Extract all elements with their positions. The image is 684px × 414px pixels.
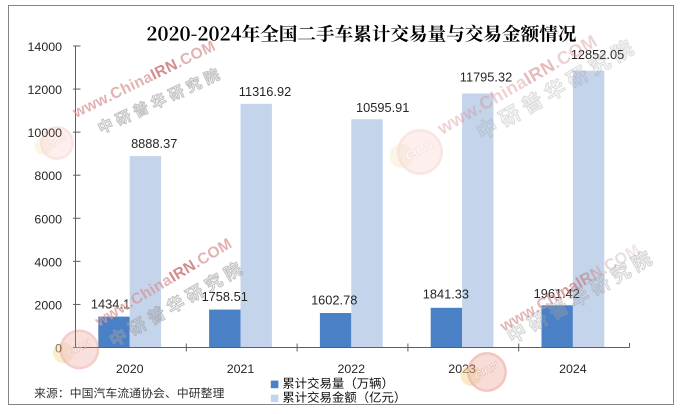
svg-text:2024: 2024: [559, 362, 587, 376]
svg-text:6000: 6000: [34, 212, 62, 226]
svg-text:2000: 2000: [34, 298, 62, 312]
svg-text:10595.91: 10595.91: [356, 100, 409, 115]
svg-text:1758.51: 1758.51: [202, 289, 248, 304]
svg-text:1961.42: 1961.42: [534, 286, 580, 301]
svg-text:12000: 12000: [28, 83, 63, 97]
svg-text:8888.37: 8888.37: [131, 136, 177, 151]
svg-text:1434.1: 1434.1: [91, 296, 130, 311]
svg-text:11316.92: 11316.92: [239, 84, 291, 99]
svg-text:1841.33: 1841.33: [423, 286, 469, 301]
svg-text:8000: 8000: [34, 169, 62, 183]
svg-text:0: 0: [55, 342, 62, 356]
svg-text:1602.78: 1602.78: [311, 293, 357, 308]
svg-text:10000: 10000: [28, 126, 63, 140]
svg-text:2020: 2020: [116, 362, 144, 376]
svg-text:4000: 4000: [34, 255, 62, 269]
svg-text:12852.05: 12852.05: [571, 47, 624, 62]
svg-text:2022: 2022: [338, 362, 366, 376]
svg-text:11795.32: 11795.32: [460, 70, 512, 85]
svg-text:2021: 2021: [227, 362, 255, 376]
svg-text:14000: 14000: [28, 40, 63, 54]
